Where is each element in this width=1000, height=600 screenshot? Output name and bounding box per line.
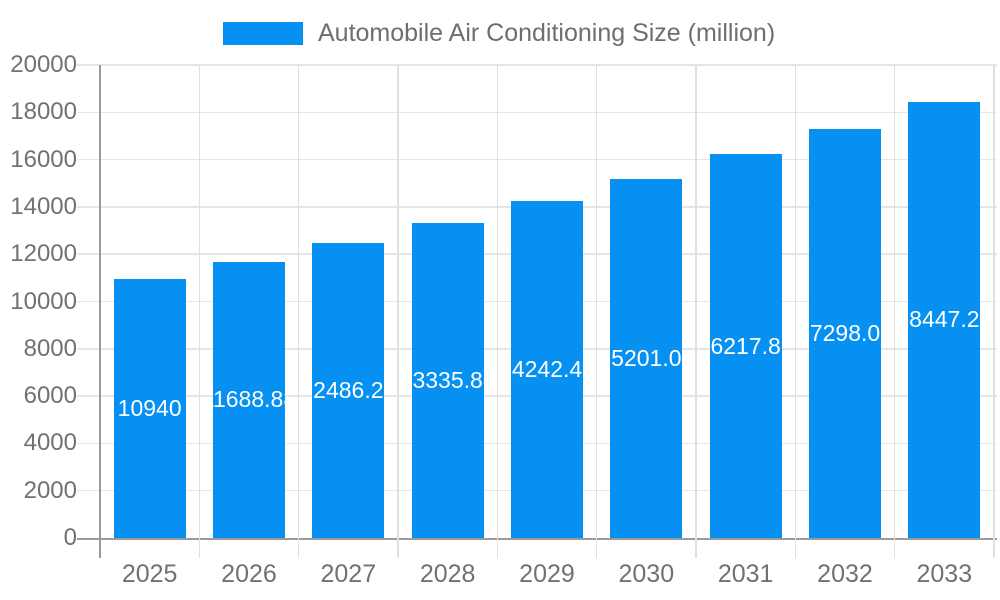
- bar: 15201.01: [610, 178, 683, 538]
- bar: 18447.25: [908, 101, 981, 538]
- y-tick-label: 2000: [23, 476, 77, 504]
- gridline-v: [993, 65, 995, 558]
- gridline-v: [198, 65, 201, 558]
- y-tick-label: 14000: [10, 192, 77, 220]
- gridline-h: [77, 64, 997, 66]
- x-tick-label: 2029: [519, 560, 575, 588]
- legend-label: Automobile Air Conditioning Size (millio…: [318, 19, 776, 47]
- y-tick-label: 12000: [10, 240, 77, 268]
- gridline-h: [77, 111, 997, 114]
- x-tick-label: 2030: [618, 560, 675, 588]
- bar: 11688.88: [213, 261, 285, 538]
- y-tick-label: 10000: [10, 287, 77, 315]
- gridline-v: [496, 65, 499, 558]
- gridline-v: [397, 65, 399, 558]
- bar-value-label: 14242.42: [511, 356, 583, 383]
- x-tick-label: 2025: [121, 560, 178, 588]
- bar-value-label: 17298.08: [809, 319, 881, 346]
- gridline-v: [595, 65, 598, 558]
- y-tick-label: 6000: [23, 382, 77, 410]
- bar-value-label: 11688.88: [213, 386, 285, 413]
- bar-value-label: 18447.25: [908, 306, 980, 333]
- y-axis-line: [99, 65, 101, 558]
- bar: 17298.08: [809, 128, 881, 538]
- x-tick-label: 2027: [320, 560, 377, 588]
- bar: 12486.29: [312, 242, 385, 538]
- bar-value-label: 16217.86: [710, 332, 782, 359]
- bar: 10940: [113, 279, 186, 538]
- bar-value-label: 15201.01: [610, 344, 682, 371]
- bar: 13335.88: [411, 222, 484, 538]
- bar: 16217.86: [709, 154, 782, 538]
- bar-value-label: 10940: [117, 395, 182, 422]
- y-tick-label: 20000: [10, 51, 77, 78]
- y-tick-label: 16000: [10, 145, 77, 173]
- gridline-v: [794, 65, 797, 558]
- legend-swatch: [223, 22, 303, 45]
- bar-value-label: 13335.88: [412, 366, 484, 393]
- gridline-v: [695, 65, 697, 558]
- y-tick-label: 0: [63, 524, 77, 551]
- bar: 14242.42: [511, 201, 583, 538]
- x-tick-label: 2032: [817, 560, 873, 588]
- y-tick-label: 8000: [23, 334, 77, 362]
- y-tick-label: 18000: [10, 98, 77, 126]
- legend: Automobile Air Conditioning Size (millio…: [223, 21, 775, 46]
- y-tick-label: 4000: [23, 429, 77, 457]
- x-axis-line: [77, 537, 997, 540]
- gridline-h: [77, 158, 997, 161]
- x-tick-label: 2033: [916, 560, 973, 588]
- x-tick-label: 2028: [419, 560, 476, 588]
- x-tick-label: 2031: [717, 560, 774, 588]
- x-tick-label: 2026: [221, 560, 277, 588]
- gridline-v: [297, 65, 300, 558]
- bar-value-label: 12486.29: [312, 376, 384, 403]
- gridline-v: [893, 65, 896, 558]
